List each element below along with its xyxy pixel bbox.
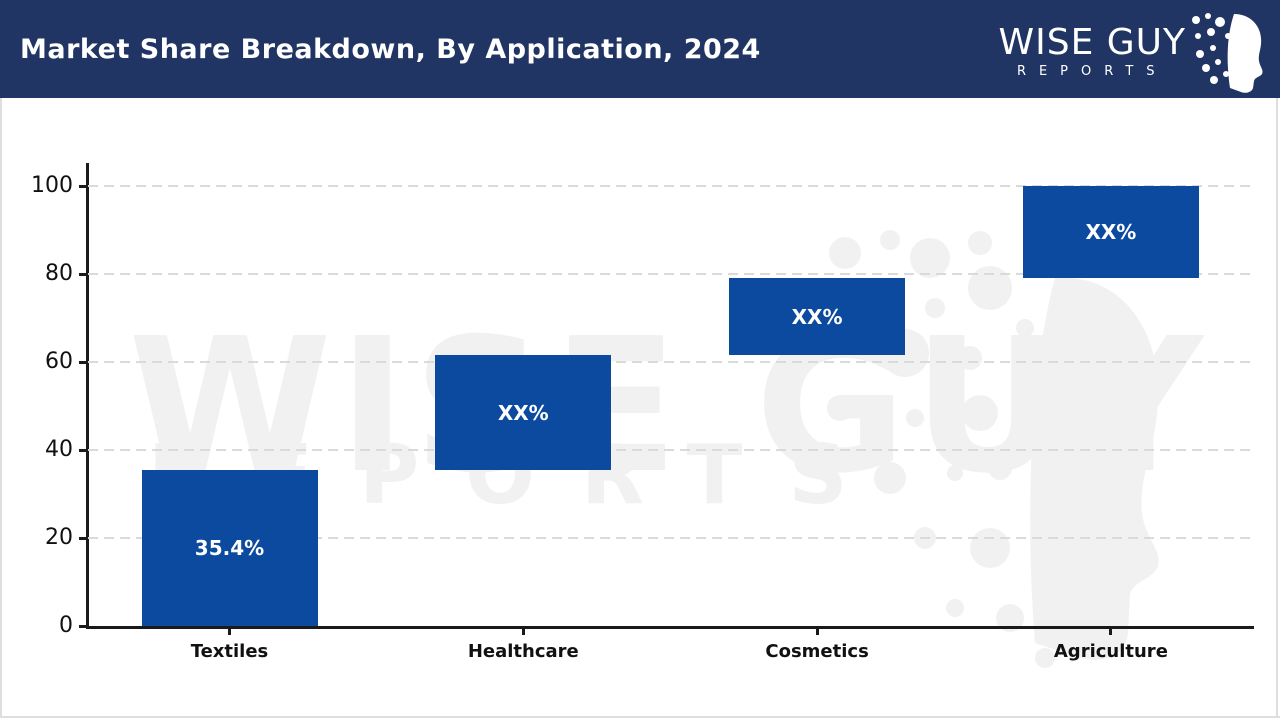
y-axis-tick [79, 624, 88, 628]
y-axis-tick [79, 360, 88, 364]
y-axis-tick [79, 184, 88, 188]
x-axis-tick [521, 626, 525, 635]
bar-agriculture: XX% [1022, 186, 1199, 279]
wiseguy-logo-text: WISE GUY REPORTS [998, 22, 1187, 80]
page-title: Market Share Breakdown, By Application, … [20, 34, 761, 65]
y-axis-tick [79, 272, 88, 276]
bar-value-label: XX% [791, 304, 843, 329]
y-tick-label: 80 [45, 261, 73, 286]
y-axis-tick [79, 448, 88, 452]
x-tick-label-agriculture: Agriculture [1053, 641, 1168, 662]
wiseguy-logo-line1: WISE GUY [998, 22, 1186, 63]
y-tick-label: 20 [45, 525, 73, 550]
x-axis-tick [228, 626, 231, 635]
gridline [88, 273, 1254, 275]
wiseguy-logo: WISE GUY REPORTS [999, 6, 1266, 94]
x-axis-tick [1109, 626, 1113, 635]
wiseguy-head-icon [1192, 13, 1263, 93]
bar-value-label: 35.4% [194, 536, 265, 561]
gridline [88, 449, 1254, 451]
gridline [88, 361, 1254, 363]
bar-value-label: XX% [1085, 220, 1137, 245]
frame-edge-right [1276, 98, 1278, 716]
header-bar: Market Share Breakdown, By Application, … [0, 0, 1280, 98]
x-tick-label-cosmetics: Cosmetics [765, 641, 869, 662]
bar-healthcare: XX% [435, 355, 612, 471]
x-axis-tick [815, 626, 819, 635]
gridline [88, 537, 1254, 539]
frame-edge-bottom [0, 716, 1280, 718]
y-axis-tick [79, 536, 88, 540]
x-tick-label-healthcare: Healthcare [467, 641, 579, 662]
y-tick-label: 100 [31, 173, 73, 198]
frame-edge-left [0, 98, 2, 716]
bar-textiles: 35.4% [141, 470, 318, 626]
gridline [88, 185, 1254, 187]
wiseguy-logo-line2: REPORTS [1016, 64, 1168, 79]
bar-value-label: XX% [497, 400, 549, 425]
y-tick-label: 40 [45, 437, 73, 462]
y-tick-label: 60 [45, 349, 73, 374]
y-tick-label: 0 [59, 613, 73, 638]
y-axis-line [86, 163, 89, 629]
x-tick-label-textiles: Textiles [190, 641, 269, 662]
bar-cosmetics: XX% [729, 278, 906, 356]
x-axis-line [86, 626, 1254, 629]
